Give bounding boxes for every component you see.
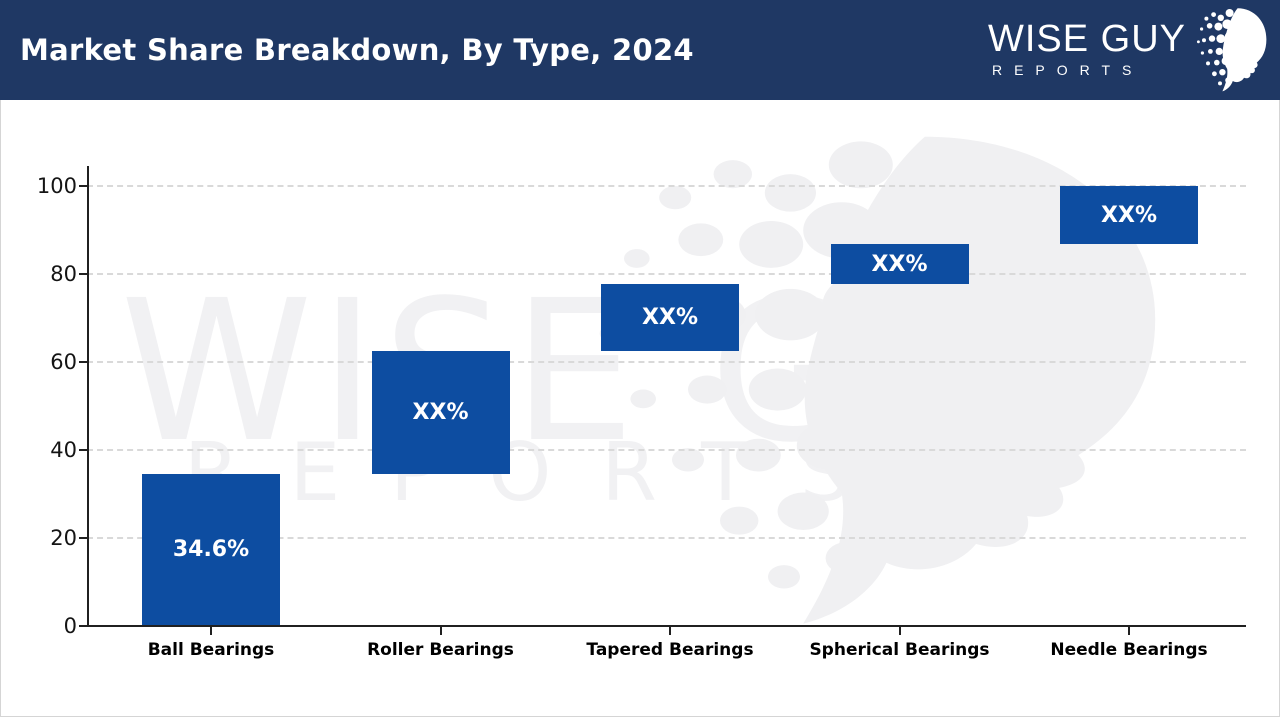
x-tick — [669, 627, 671, 635]
y-tick — [79, 185, 87, 187]
y-tick — [79, 625, 87, 627]
gridline — [87, 185, 1246, 187]
bar-value-label: XX% — [642, 305, 698, 331]
y-tick — [79, 449, 87, 451]
gridline — [87, 449, 1246, 451]
y-tick-label: 20 — [50, 526, 77, 550]
bar-segment: XX% — [601, 284, 739, 352]
logo-text: WISE GUY REPORTS — [987, 18, 1186, 78]
y-tick-label: 0 — [63, 614, 77, 638]
logo-face-icon — [1196, 8, 1267, 92]
x-tick — [1128, 627, 1130, 635]
x-axis-line — [87, 625, 1246, 627]
gridline — [87, 273, 1246, 275]
y-tick-label: 100 — [36, 174, 77, 198]
x-tick-label: Needle Bearings — [1050, 640, 1208, 660]
x-tick-label: Ball Bearings — [147, 640, 275, 660]
y-tick-label: 40 — [50, 438, 77, 462]
logo-wordmark: WISE GUY — [987, 18, 1186, 61]
bar-segment: 34.6% — [142, 473, 280, 626]
bar-value-label: XX% — [412, 400, 469, 426]
y-tick — [79, 361, 87, 363]
left-frame-border — [0, 100, 1, 717]
x-tick — [898, 627, 901, 635]
x-tick-label: Spherical Bearings — [809, 640, 990, 660]
bottom-frame-border — [0, 716, 1280, 717]
bar-value-label: XX% — [1101, 202, 1157, 228]
brand-logo: WISE GUY REPORTS — [988, 5, 1276, 93]
y-tick — [79, 537, 87, 539]
logo-reports-text: REPORTS — [991, 61, 1144, 78]
x-tick — [439, 627, 442, 635]
gridline — [87, 361, 1246, 363]
watermark-reports-text: REPORTS — [184, 426, 901, 519]
header-band: Market Share Breakdown, By Type, 2024 WI… — [0, 0, 1280, 100]
chart-title: Market Share Breakdown, By Type, 2024 — [20, 33, 694, 67]
bar-segment: XX% — [371, 351, 510, 474]
y-tick-label: 60 — [50, 350, 77, 374]
y-tick — [79, 273, 87, 275]
x-tick-label: Tapered Bearings — [586, 640, 754, 660]
bar-segment: XX% — [1060, 186, 1198, 245]
x-tick-label: Roller Bearings — [367, 640, 514, 660]
y-tick-label: 80 — [50, 262, 77, 286]
bar-value-label: XX% — [871, 251, 928, 277]
y-axis-line — [87, 166, 89, 627]
bar-segment: XX% — [830, 244, 969, 285]
x-tick — [210, 627, 212, 635]
gridline — [87, 537, 1246, 539]
bar-value-label: 34.6% — [172, 537, 250, 563]
